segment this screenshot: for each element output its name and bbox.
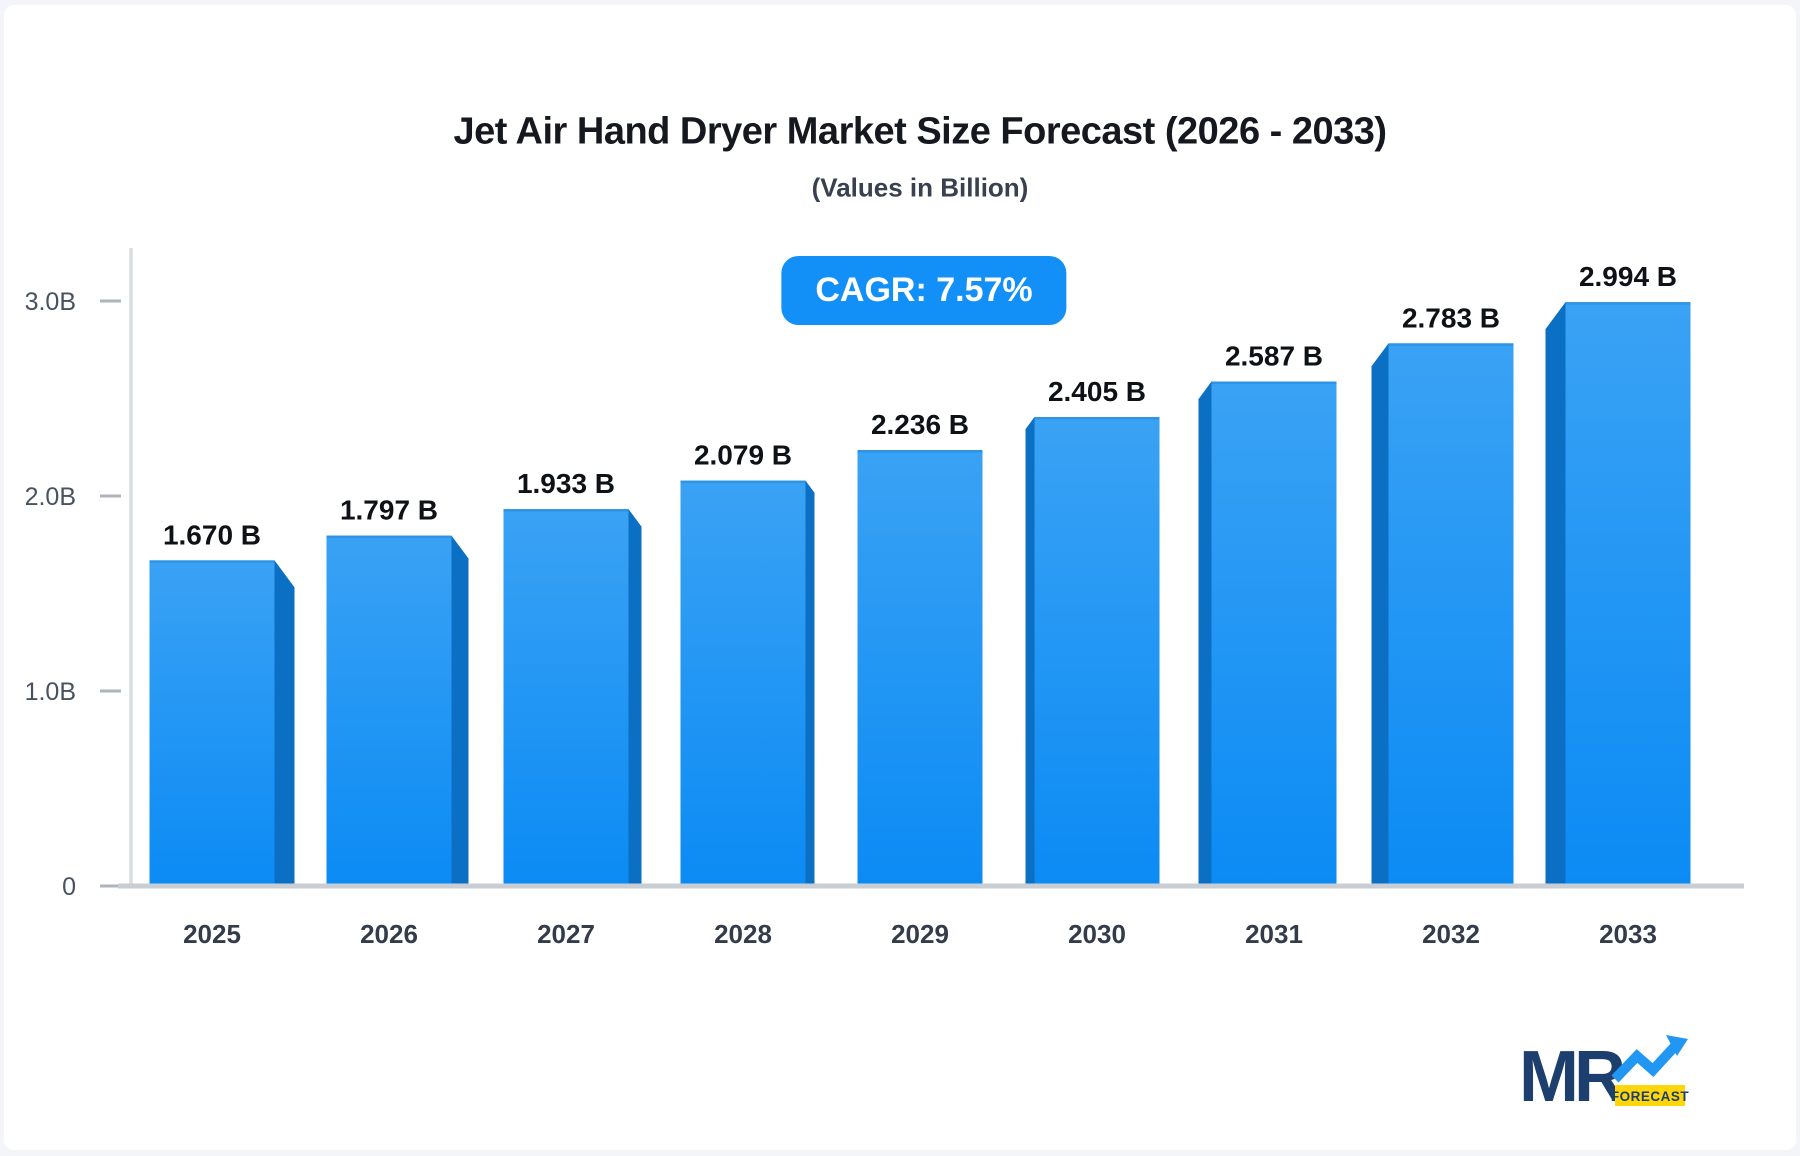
bar-2026	[326, 535, 452, 886]
chart-subtitle: (Values in Billion)	[811, 172, 1029, 203]
bar-value-label: 1.797 B	[340, 495, 438, 526]
trend-arrow-icon	[1611, 1035, 1688, 1083]
y-tick-label: 2.0B	[25, 483, 76, 511]
bar-value-label: 2.587 B	[1225, 341, 1323, 372]
bar-value-label: 1.933 B	[517, 468, 615, 499]
x-tick-label: 2033	[1599, 919, 1657, 949]
bar-2031	[1211, 381, 1337, 886]
bar-side-3d	[274, 560, 295, 886]
chart-title: Jet Air Hand Dryer Market Size Forecast …	[453, 110, 1387, 153]
x-tick-label: 2030	[1068, 919, 1126, 949]
cagr-badge: CAGR: 7.57%	[781, 256, 1067, 325]
bar-value-label: 2.783 B	[1402, 302, 1500, 333]
bar-2027	[503, 509, 629, 886]
y-tick-label: 0	[62, 873, 76, 901]
bar-side-3d	[1025, 417, 1035, 886]
bar-2030	[1034, 417, 1160, 886]
bar-2028	[680, 480, 806, 886]
logo-mr-text: MR	[1523, 1037, 1625, 1117]
bar-value-label: 2.994 B	[1579, 261, 1677, 292]
y-tick-label: 1.0B	[25, 678, 76, 706]
x-tick-label: 2027	[537, 919, 595, 949]
x-tick-label: 2026	[360, 919, 418, 949]
bar-2029	[857, 449, 983, 886]
x-tick-label: 2028	[714, 919, 772, 949]
x-tick-label: 2029	[891, 919, 949, 949]
bar-side-3d	[451, 535, 469, 886]
bar-value-label: 1.670 B	[163, 519, 261, 550]
bar-value-label: 2.079 B	[694, 440, 792, 471]
mr-forecast-logo: MR FORECAST	[1523, 1035, 1690, 1117]
y-tick-label: 3.0B	[25, 288, 76, 316]
x-tick-label: 2025	[183, 919, 241, 949]
logo-forecast-box	[1615, 1085, 1685, 1106]
bar-side-3d	[628, 509, 642, 886]
bar-2025	[149, 560, 275, 886]
bar-side-3d	[805, 480, 815, 886]
bar-value-label: 2.236 B	[871, 409, 969, 440]
bar-side-3d	[1545, 302, 1566, 886]
bar-side-3d	[1371, 343, 1389, 886]
bar-side-3d	[1198, 381, 1212, 886]
bar-value-label: 2.405 B	[1048, 376, 1146, 407]
bar-2033	[1565, 302, 1691, 886]
bar-2032	[1388, 343, 1514, 886]
logo-forecast-text: FORECAST	[1611, 1089, 1690, 1104]
x-tick-label: 2032	[1422, 919, 1480, 949]
x-tick-label: 2031	[1245, 919, 1303, 949]
